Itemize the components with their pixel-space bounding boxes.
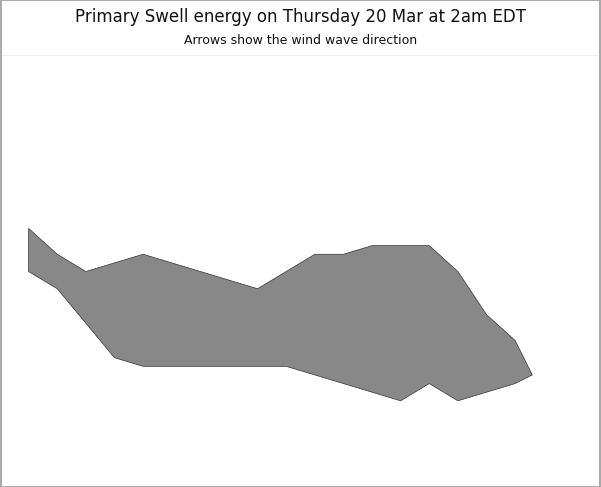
Text: Primary Swell energy on Thursday 20 Mar at 2am EDT: Primary Swell energy on Thursday 20 Mar … [75, 8, 526, 26]
Polygon shape [29, 228, 532, 401]
Text: Arrows show the wind wave direction: Arrows show the wind wave direction [184, 34, 417, 47]
